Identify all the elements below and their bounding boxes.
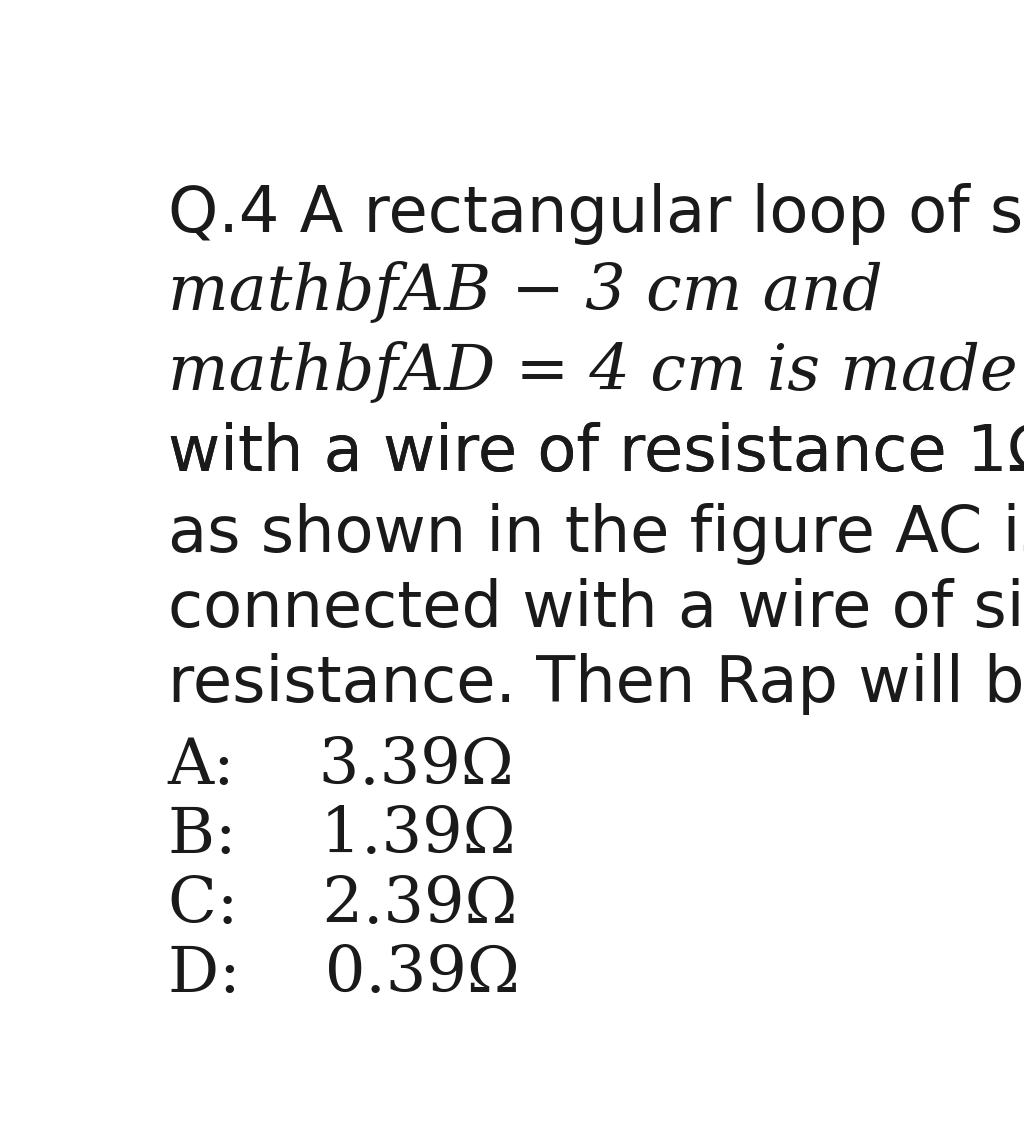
Text: with a wire of resistance 1Ω/cm: with a wire of resistance 1Ω/cm [168, 423, 1024, 485]
Text: mathbfAD = 4 cm is made: mathbfAD = 4 cm is made [168, 341, 1017, 403]
Text: Q.4 A rectangular loop of side: Q.4 A rectangular loop of side [168, 183, 1024, 245]
Text: B:  1.39Ω: B: 1.39Ω [168, 805, 515, 867]
Text: connected with a wire of similar: connected with a wire of similar [168, 578, 1024, 640]
Text: resistance. Then Rap will be: resistance. Then Rap will be [168, 654, 1024, 716]
Text: D:  0.39Ω: D: 0.39Ω [168, 944, 519, 1005]
Text: C:  2.39Ω: C: 2.39Ω [168, 875, 517, 935]
Text: mathbfAB − 3 cm and: mathbfAB − 3 cm and [168, 261, 883, 323]
Text: A:  3.39Ω: A: 3.39Ω [168, 736, 514, 797]
Text: as shown in the figure AC is: as shown in the figure AC is [168, 503, 1024, 565]
Text: with a wire of resistance: with a wire of resistance [168, 423, 967, 485]
